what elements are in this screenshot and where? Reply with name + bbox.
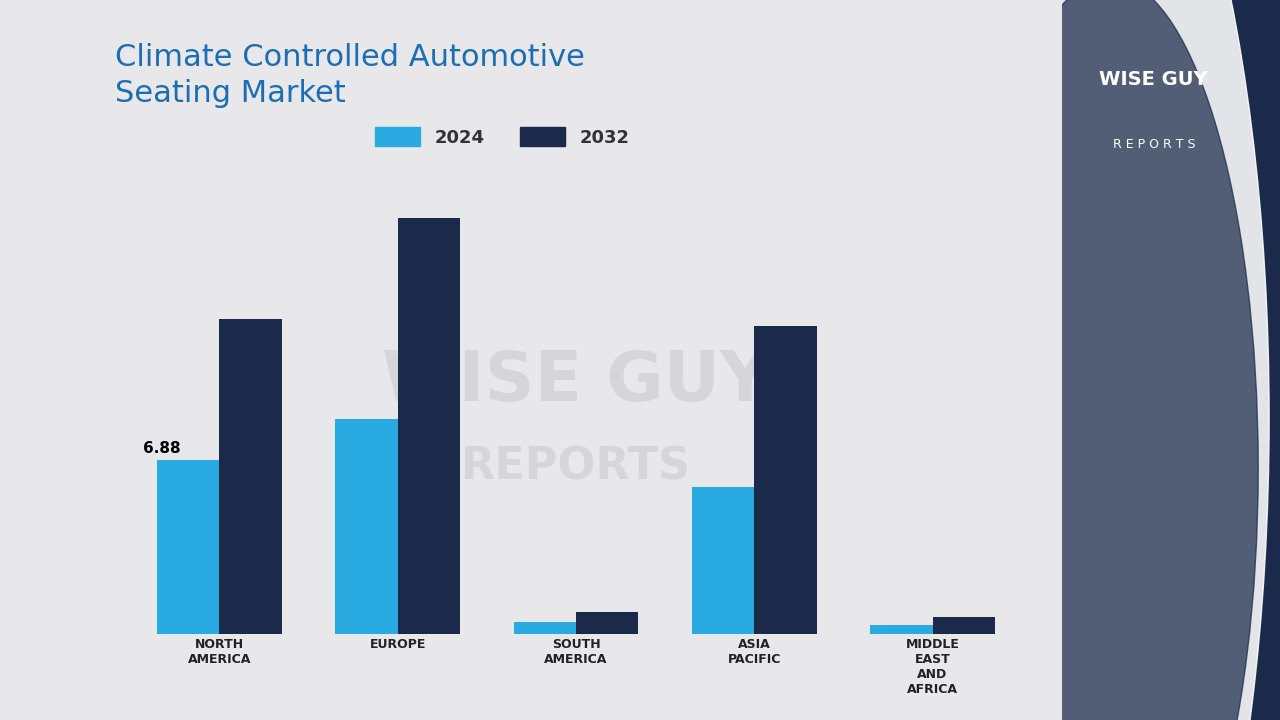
Text: REPORTS: REPORTS xyxy=(461,446,691,489)
Text: 6.88: 6.88 xyxy=(143,441,180,456)
Bar xyxy=(398,217,460,634)
Bar xyxy=(933,617,995,634)
Bar xyxy=(576,612,639,634)
Text: WISE GUY: WISE GUY xyxy=(381,348,771,415)
Bar xyxy=(219,318,282,634)
Circle shape xyxy=(812,0,1270,720)
Legend: 2024, 2032: 2024, 2032 xyxy=(366,119,639,156)
Text: R E P O R T S: R E P O R T S xyxy=(1112,138,1196,150)
Bar xyxy=(335,419,398,634)
Bar xyxy=(692,487,754,634)
Text: WISE GUY: WISE GUY xyxy=(1100,70,1208,89)
Text: Climate Controlled Automotive
Seating Market: Climate Controlled Automotive Seating Ma… xyxy=(115,43,585,108)
Bar xyxy=(870,625,933,634)
Circle shape xyxy=(963,0,1258,720)
Bar xyxy=(754,326,817,634)
Bar xyxy=(157,460,219,634)
Bar xyxy=(513,622,576,634)
